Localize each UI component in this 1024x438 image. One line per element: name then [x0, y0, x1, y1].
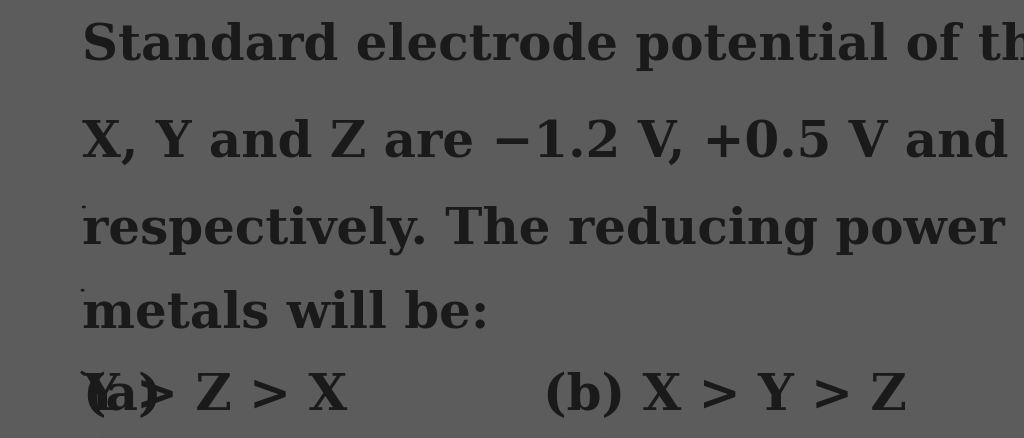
Text: X, Y and Z are −1.2 V, +0.5 V and −3.0 V,: X, Y and Z are −1.2 V, +0.5 V and −3.0 V… — [82, 118, 1024, 167]
Text: Y > Z > X: Y > Z > X — [83, 372, 347, 421]
Text: Standard electrode potential of three me: Standard electrode potential of three me — [82, 22, 1024, 71]
Text: metals will be:: metals will be: — [82, 289, 489, 338]
Text: (a): (a) — [82, 372, 162, 421]
Text: respectively. The reducing power of these: respectively. The reducing power of thes… — [82, 206, 1024, 255]
Text: (b) X > Y > Z: (b) X > Y > Z — [543, 372, 906, 421]
